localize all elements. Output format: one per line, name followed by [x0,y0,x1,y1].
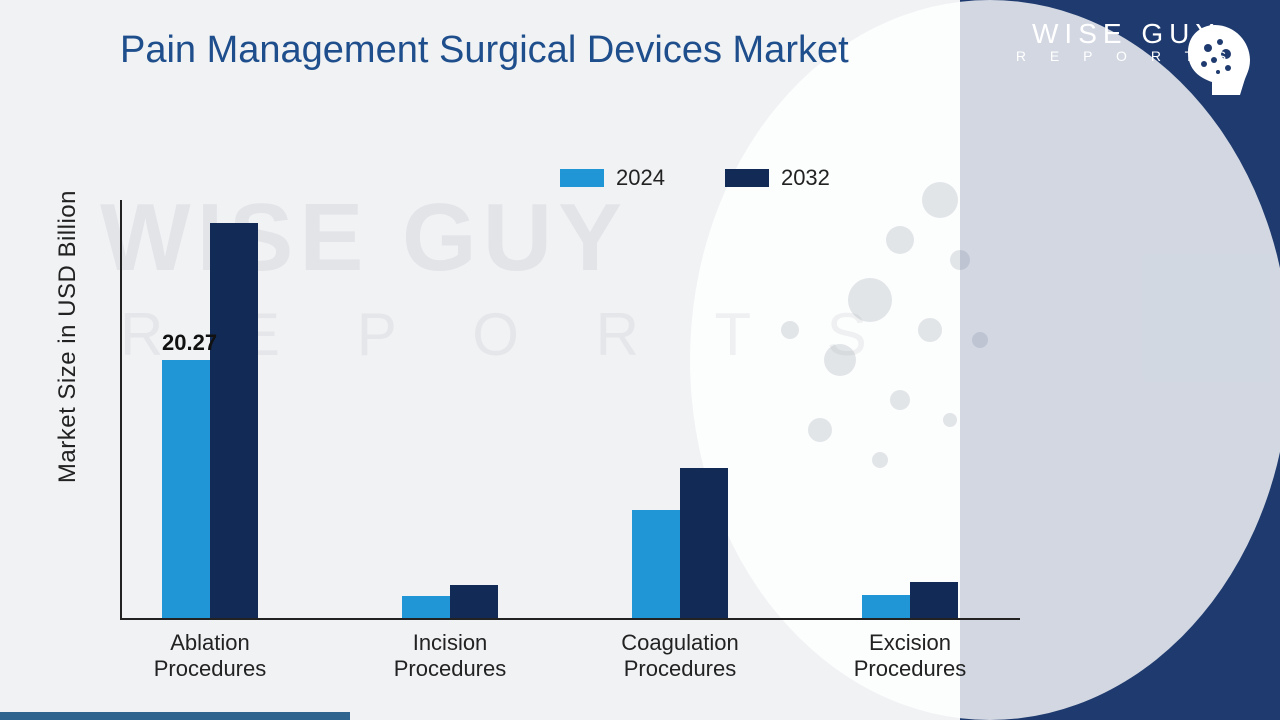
legend-item-2032: 2032 [725,165,830,191]
x-axis-label: AblationProcedures [120,630,300,683]
legend-swatch-2032 [725,169,769,187]
bar-2024 [402,596,450,618]
legend: 2024 2032 [560,165,830,191]
bar-group [632,468,728,618]
logo-line1: WISE GUY [996,18,1256,50]
x-axis-label: ExcisionProcedures [820,630,1000,683]
bar-group [402,585,498,618]
bar-2032 [680,468,728,618]
logo-line2: R E P O R T S [996,48,1256,64]
bar-2032 [210,223,258,618]
brand-logo: WISE GUY R E P O R T S [996,18,1256,64]
bar-group [862,582,958,618]
chart-title: Pain Management Surgical Devices Market [120,28,849,74]
chart-plot-area: 20.27AblationProceduresIncisionProcedure… [120,200,1020,620]
x-axis-label: IncisionProcedures [360,630,540,683]
y-axis-label: Market Size in USD Billion [54,190,82,483]
bar-group [162,223,258,618]
bar-2024 [162,360,210,618]
footer-accent-bar [0,712,350,720]
bar-2032 [910,582,958,618]
x-axis-label: CoagulationProcedures [590,630,770,683]
legend-label-2032: 2032 [781,165,830,191]
bar-value-label: 20.27 [162,330,217,356]
bar-2032 [450,585,498,618]
legend-swatch-2024 [560,169,604,187]
legend-item-2024: 2024 [560,165,665,191]
bar-2024 [632,510,680,618]
legend-label-2024: 2024 [616,165,665,191]
bar-2024 [862,595,910,618]
